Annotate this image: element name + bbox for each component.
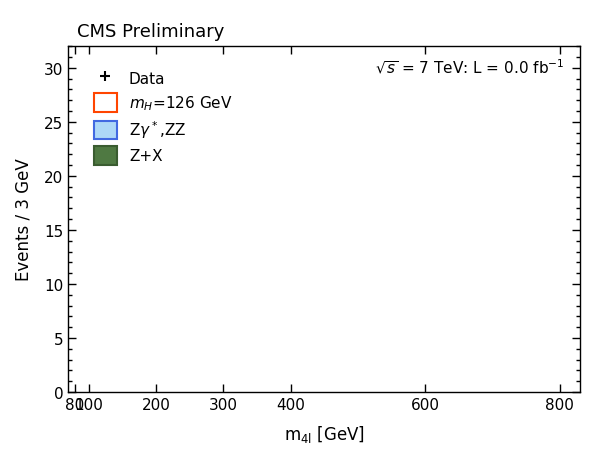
Y-axis label: Events / 3 GeV: Events / 3 GeV [15, 158, 33, 281]
Text: CMS Preliminary: CMS Preliminary [77, 23, 225, 41]
Legend: Data, $m_H$=126 GeV, Z$\gamma^*$,ZZ, Z+X: Data, $m_H$=126 GeV, Z$\gamma^*$,ZZ, Z+X [86, 62, 240, 173]
Text: $\sqrt{s}$ = 7 TeV: L = 0.0 fb$^{-1}$: $\sqrt{s}$ = 7 TeV: L = 0.0 fb$^{-1}$ [375, 57, 565, 76]
X-axis label: $\mathregular{m_{4l}}$ [GeV]: $\mathregular{m_{4l}}$ [GeV] [284, 423, 365, 444]
